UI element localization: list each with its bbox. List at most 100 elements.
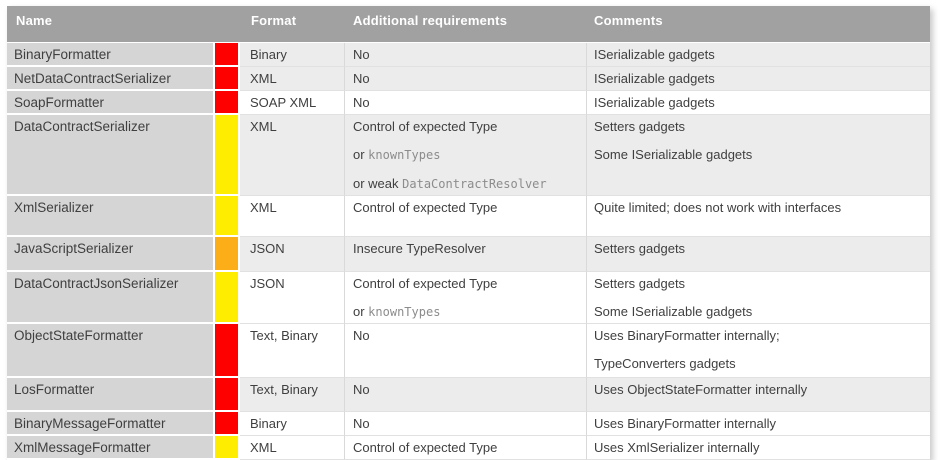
text-segment: No — [353, 328, 370, 343]
format-value: JSON — [240, 237, 345, 272]
additional-requirements-value: No — [345, 91, 587, 115]
cell-text-line: No — [353, 327, 580, 344]
text-segment: No — [353, 382, 370, 397]
additional-requirements-value: No — [345, 324, 587, 378]
comments-value: ISerializable gadgets — [587, 67, 930, 91]
risk-color-swatch-red — [215, 67, 240, 91]
additional-requirements-value: Control of expected Type or knownTypes — [345, 272, 587, 324]
risk-color-swatch-yellow — [215, 436, 240, 460]
format-value: XML — [240, 67, 345, 91]
additional-requirements-value: Insecure TypeResolver — [345, 237, 587, 272]
format-value: XML — [240, 196, 345, 237]
cell-text-line: Control of expected Type — [353, 275, 580, 292]
comments-value: Uses ObjectStateFormatter internally — [587, 378, 930, 412]
comments-value: Quite limited; does not work with interf… — [587, 196, 930, 237]
column-header-name: Name — [16, 13, 53, 28]
cell-text-line: Uses ObjectStateFormatter internally — [594, 381, 924, 398]
cell-text-line: ISerializable gadgets — [594, 94, 924, 111]
format-value: Binary — [240, 412, 345, 436]
text-segment: No — [353, 47, 370, 62]
table-row: XmlSerializer XML Control of expected Type… — [7, 196, 930, 237]
cell-text-line: ISerializable gadgets — [594, 46, 924, 63]
cell-text-line: Control of expected Type — [353, 439, 580, 456]
table-row: BinaryMessageFormatter Binary No Uses Binar… — [7, 412, 930, 436]
comments-value: Uses BinaryFormatter internally; TypeConv… — [587, 324, 930, 378]
risk-color-swatch-red — [215, 43, 240, 67]
table-row: LosFormatter Text, Binary No Uses ObjectSta… — [7, 378, 930, 412]
serializer-name: DataContractSerializer — [7, 115, 215, 196]
format-value: Text, Binary — [240, 324, 345, 378]
text-segment: or weak — [353, 176, 403, 191]
additional-requirements-value: Control of expected Type — [345, 436, 587, 460]
risk-color-swatch-red — [215, 378, 240, 412]
cell-text-line: Setters gadgets — [594, 275, 924, 292]
additional-requirements-value: Control of expected Type — [345, 196, 587, 237]
serializer-name: BinaryFormatter — [7, 43, 215, 67]
cell-text-line: ISerializable gadgets — [594, 70, 924, 87]
serializer-name: ObjectStateFormatter — [7, 324, 215, 378]
cell-text-line: No — [353, 381, 580, 398]
code-identifier: knownTypes — [368, 305, 441, 319]
text-segment: Control of expected Type — [353, 200, 498, 215]
format-value: JSON — [240, 272, 345, 324]
table-body: BinaryFormatter Binary No ISerializable gad… — [7, 43, 930, 460]
risk-color-swatch-yellow — [215, 196, 240, 237]
table-row: ObjectStateFormatter Text, Binary No Uses B… — [7, 324, 930, 378]
text-segment: Control of expected Type — [353, 440, 498, 455]
cell-text-line: Uses XmlSerializer internally — [594, 439, 924, 456]
text-segment: ISerializable gadgets — [594, 47, 715, 62]
serializer-name: XmlSerializer — [7, 196, 215, 237]
column-header-format: Format — [251, 13, 297, 28]
cell-text-line: Some ISerializable gadgets — [594, 146, 924, 163]
text-segment: No — [353, 416, 370, 431]
risk-color-swatch-orange — [215, 237, 240, 272]
comments-value: Uses BinaryFormatter internally — [587, 412, 930, 436]
format-value: Text, Binary — [240, 378, 345, 412]
serializer-name: BinaryMessageFormatter — [7, 412, 215, 436]
cell-text-line: No — [353, 70, 580, 87]
comments-value: Uses XmlSerializer internally — [587, 436, 930, 460]
format-value: Binary — [240, 43, 345, 67]
table-row: DataContractJsonSerializer JSON Control of… — [7, 272, 930, 324]
comments-value: ISerializable gadgets — [587, 43, 930, 67]
table-row: BinaryFormatter Binary No ISerializable gad… — [7, 43, 930, 67]
text-segment: Some ISerializable gadgets — [594, 147, 753, 162]
cell-text-line: or knownTypes — [353, 146, 580, 164]
cell-text-line: Quite limited; does not work with interf… — [594, 199, 924, 216]
text-segment: ISerializable gadgets — [594, 71, 715, 86]
additional-requirements-value: No — [345, 67, 587, 91]
additional-requirements-value: Control of expected Type or knownTypes or … — [345, 115, 587, 196]
cell-text-line: Control of expected Type — [353, 199, 580, 216]
risk-color-swatch-yellow — [215, 115, 240, 196]
column-header-additional-requirements: Additional requirements — [353, 13, 508, 28]
cell-text-line: Setters gadgets — [594, 118, 924, 135]
text-segment: Uses BinaryFormatter internally; — [594, 328, 780, 343]
text-segment: No — [353, 95, 370, 110]
additional-requirements-value: No — [345, 378, 587, 412]
code-identifier: DataContractResolver — [402, 177, 547, 191]
cell-text-line: Setters gadgets — [594, 240, 924, 257]
text-segment: Control of expected Type — [353, 276, 498, 291]
additional-requirements-value: No — [345, 412, 587, 436]
serializer-name: XmlMessageFormatter — [7, 436, 215, 460]
table-row: DataContractSerializer XML Control of expe… — [7, 115, 930, 196]
serializer-name: DataContractJsonSerializer — [7, 272, 215, 324]
cell-text-line: TypeConverters gadgets — [594, 355, 924, 372]
text-segment: Setters gadgets — [594, 241, 686, 256]
text-segment: or — [353, 147, 369, 162]
table-row: NetDataContractSerializer XML No ISerializa… — [7, 67, 930, 91]
text-segment: Insecure TypeResolver — [353, 241, 486, 256]
risk-color-swatch-yellow — [215, 272, 240, 324]
text-segment: No — [353, 71, 370, 86]
cell-text-line: Some ISerializable gadgets — [594, 303, 924, 320]
serializers-table: Name Format Additional requirements Comm… — [7, 6, 930, 460]
serializer-name: NetDataContractSerializer — [7, 67, 215, 91]
format-value: SOAP XML — [240, 91, 345, 115]
cell-text-line: Uses BinaryFormatter internally — [594, 415, 924, 432]
risk-color-swatch-red — [215, 91, 240, 115]
cell-text-line: Control of expected Type — [353, 118, 580, 135]
text-segment: or — [353, 304, 369, 319]
cell-text-line: No — [353, 94, 580, 111]
table-row: JavaScriptSerializer JSON Insecure TypeRes… — [7, 237, 930, 272]
cell-text-line: No — [353, 46, 580, 63]
